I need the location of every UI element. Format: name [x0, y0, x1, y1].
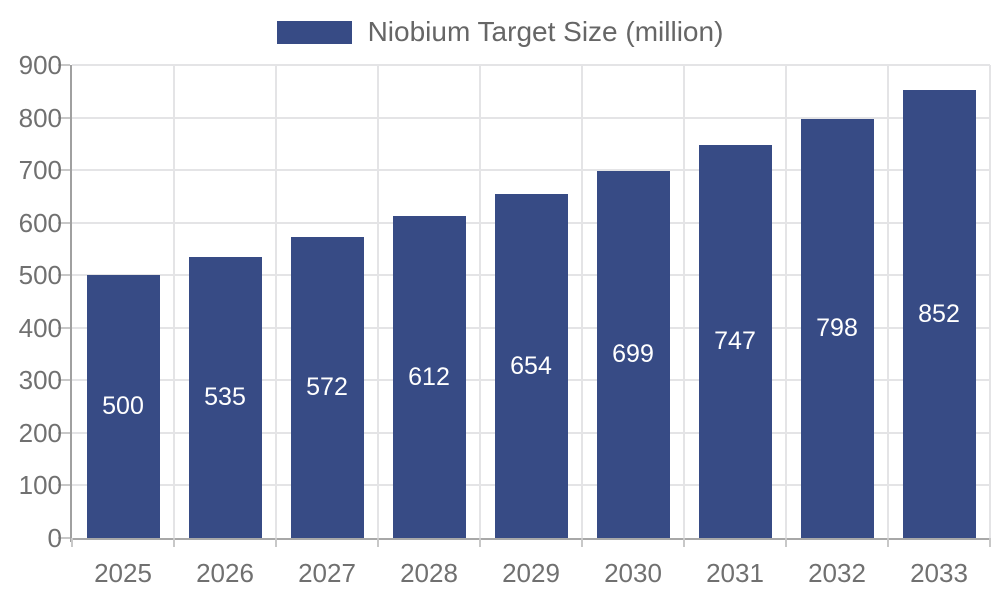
- x-axis-line: [70, 538, 990, 540]
- y-axis-tick: [58, 326, 70, 329]
- x-axis-tick-label: 2029: [502, 558, 560, 588]
- x-axis-tick: [581, 538, 583, 547]
- bar-2025[interactable]: 500: [86, 275, 160, 538]
- bar-2027[interactable]: 572: [290, 237, 364, 538]
- bar-2026[interactable]: 535: [188, 256, 262, 538]
- y-axis-tick: [58, 116, 70, 119]
- x-axis-tick-label: 2033: [910, 558, 968, 588]
- y-axis-line: [70, 65, 72, 542]
- x-axis-tick: [71, 538, 73, 547]
- gridline-vertical: [989, 65, 991, 538]
- x-axis-tick-label: 2032: [808, 558, 866, 588]
- bar-value-label: 747: [714, 327, 756, 356]
- x-axis-tick: [479, 538, 481, 547]
- x-axis-tick: [989, 538, 991, 547]
- x-axis-tick: [173, 538, 175, 547]
- x-axis-tick-label: 2028: [400, 558, 458, 588]
- y-axis-tick-label: 200: [18, 417, 62, 448]
- y-axis-tick: [58, 484, 70, 487]
- y-axis-tick: [58, 221, 70, 224]
- x-axis-tick-label: 2027: [298, 558, 356, 588]
- bar-2030[interactable]: 699: [596, 170, 670, 538]
- gridline-vertical: [581, 65, 583, 538]
- x-axis-tick: [275, 538, 277, 547]
- bar-2033[interactable]: 852: [902, 90, 976, 538]
- x-axis-tick-label: 2031: [706, 558, 764, 588]
- bar-2028[interactable]: 612: [392, 216, 466, 538]
- y-axis-tick: [58, 379, 70, 382]
- x-axis-tick: [683, 538, 685, 547]
- x-axis-tick-label: 2030: [604, 558, 662, 588]
- x-axis-tick: [887, 538, 889, 547]
- y-axis-tick: [58, 64, 70, 66]
- gridline-vertical: [479, 65, 481, 538]
- legend-swatch: [276, 20, 352, 44]
- bar-2029[interactable]: 654: [494, 194, 568, 538]
- bar-value-label: 535: [204, 382, 246, 411]
- gridline-vertical: [887, 65, 889, 538]
- bar-2032[interactable]: 798: [800, 118, 874, 538]
- bar-value-label: 699: [612, 339, 654, 368]
- gridline-vertical: [377, 65, 379, 538]
- y-axis-tick: [58, 431, 70, 434]
- x-axis-tick-label: 2026: [196, 558, 254, 588]
- bar-value-label: 500: [102, 392, 144, 421]
- x-axis-tick: [377, 538, 379, 547]
- y-axis-tick-label: 0: [47, 523, 62, 553]
- y-axis-tick-label: 100: [18, 470, 62, 501]
- gridline-horizontal: [72, 116, 990, 119]
- y-axis-tick-label: 600: [18, 207, 62, 238]
- y-axis-tick: [58, 274, 70, 277]
- legend-label: Niobium Target Size (million): [367, 16, 724, 47]
- bar-2031[interactable]: 747: [698, 145, 772, 538]
- legend[interactable]: Niobium Target Size (million): [0, 16, 1000, 48]
- bar-value-label: 612: [408, 362, 450, 391]
- y-axis-tick-label: 500: [18, 260, 62, 291]
- bar-value-label: 852: [918, 299, 960, 328]
- gridline-horizontal: [72, 169, 990, 172]
- gridline-vertical: [275, 65, 277, 538]
- bar-value-label: 798: [816, 313, 858, 342]
- bar-value-label: 654: [510, 351, 552, 380]
- bar-value-label: 572: [306, 373, 348, 402]
- x-axis-tick-label: 2025: [94, 558, 152, 588]
- y-axis-tick-label: 300: [18, 365, 62, 396]
- x-axis-tick: [785, 538, 787, 547]
- y-axis-tick: [58, 169, 70, 172]
- gridline-vertical: [785, 65, 787, 538]
- y-axis-tick-label: 900: [18, 50, 62, 80]
- y-axis-tick-label: 400: [18, 312, 62, 343]
- gridline-vertical: [173, 65, 175, 538]
- plot-area: 500 535 572 612 654 699 747 798 852: [58, 64, 991, 547]
- y-axis-tick-label: 700: [18, 155, 62, 186]
- y-axis-tick-label: 800: [18, 102, 62, 133]
- gridline-horizontal: [72, 64, 990, 66]
- y-axis-tick: [58, 537, 70, 539]
- gridline-vertical: [683, 65, 685, 538]
